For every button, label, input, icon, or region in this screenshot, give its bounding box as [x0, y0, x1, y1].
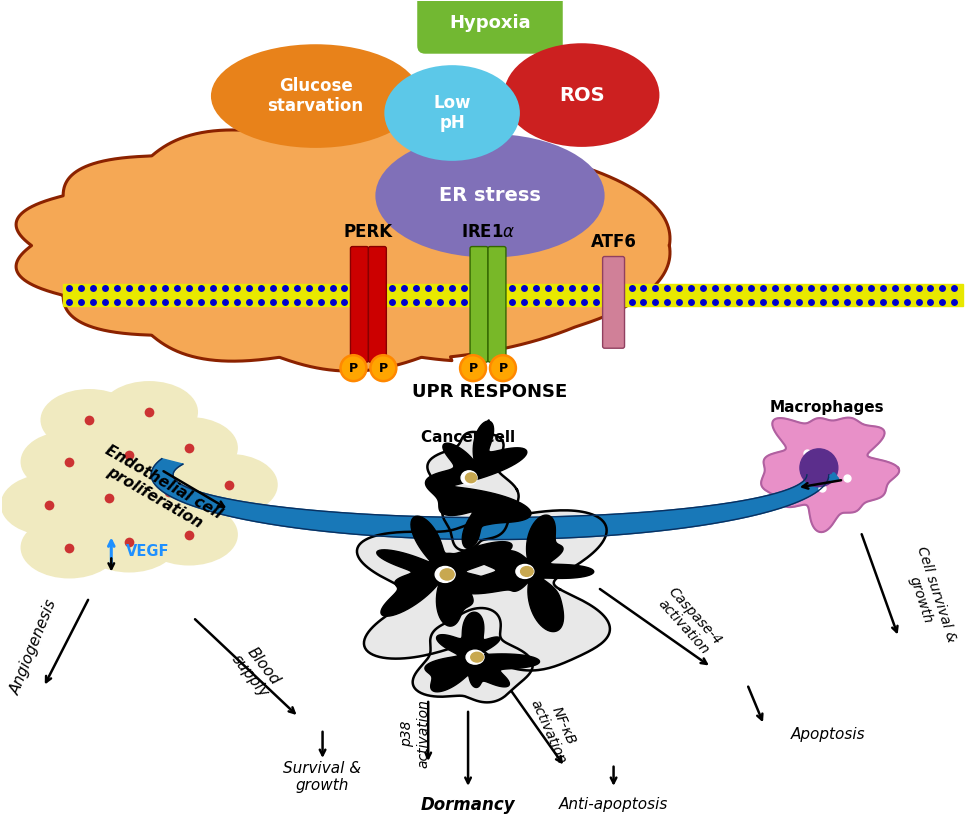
FancyBboxPatch shape — [350, 247, 368, 363]
Ellipse shape — [470, 653, 483, 662]
Text: VEGF: VEGF — [126, 544, 170, 559]
Text: ATF6: ATF6 — [590, 233, 636, 251]
FancyBboxPatch shape — [470, 247, 488, 363]
Polygon shape — [426, 421, 531, 548]
Ellipse shape — [435, 566, 455, 583]
Ellipse shape — [516, 565, 534, 579]
FancyBboxPatch shape — [368, 247, 386, 363]
Text: Apoptosis: Apoptosis — [791, 727, 866, 742]
Text: Blood
supply: Blood supply — [228, 641, 285, 701]
Circle shape — [341, 355, 366, 381]
Ellipse shape — [461, 471, 477, 485]
Text: NF-κB
activation: NF-κB activation — [528, 691, 584, 767]
Ellipse shape — [520, 566, 533, 576]
Text: p38
activation: p38 activation — [400, 700, 430, 769]
Circle shape — [371, 355, 396, 381]
Ellipse shape — [102, 382, 197, 442]
Ellipse shape — [385, 65, 520, 161]
Text: UPR RESPONSE: UPR RESPONSE — [413, 383, 568, 401]
Polygon shape — [425, 612, 540, 692]
Ellipse shape — [211, 44, 421, 148]
Ellipse shape — [376, 134, 604, 257]
Text: Survival &
growth: Survival & growth — [283, 760, 362, 793]
Text: IRE1$\alpha$: IRE1$\alpha$ — [461, 223, 515, 241]
Text: Anti-apoptosis: Anti-apoptosis — [559, 797, 669, 812]
FancyBboxPatch shape — [602, 256, 625, 349]
Text: Endothelial cell
proliferation: Endothelial cell proliferation — [94, 442, 224, 537]
Ellipse shape — [467, 650, 484, 664]
Text: PERK: PERK — [344, 223, 393, 241]
Ellipse shape — [800, 449, 837, 487]
Ellipse shape — [81, 511, 177, 571]
Polygon shape — [413, 608, 533, 702]
Polygon shape — [427, 432, 518, 551]
Polygon shape — [357, 510, 610, 671]
Ellipse shape — [42, 390, 138, 450]
FancyBboxPatch shape — [417, 0, 563, 53]
Text: P: P — [499, 362, 508, 375]
Circle shape — [490, 355, 516, 381]
Ellipse shape — [466, 473, 476, 483]
Circle shape — [460, 355, 486, 381]
Text: Dormancy: Dormancy — [421, 796, 515, 814]
Ellipse shape — [142, 505, 237, 565]
Text: Macrophages: Macrophages — [769, 400, 884, 415]
Text: ER stress: ER stress — [439, 187, 541, 206]
Text: Low
pH: Low pH — [433, 94, 470, 132]
Bar — [63, 284, 963, 307]
Text: P: P — [468, 362, 477, 375]
Ellipse shape — [142, 418, 237, 478]
Text: Angiogenesis: Angiogenesis — [8, 598, 60, 697]
Ellipse shape — [21, 432, 117, 492]
Polygon shape — [16, 120, 670, 372]
Polygon shape — [761, 418, 899, 532]
Ellipse shape — [21, 518, 117, 577]
Ellipse shape — [181, 455, 277, 515]
Text: ROS: ROS — [559, 85, 604, 104]
Ellipse shape — [61, 468, 157, 528]
Polygon shape — [151, 459, 829, 539]
Polygon shape — [460, 515, 593, 631]
FancyBboxPatch shape — [488, 247, 506, 363]
Text: Caspase-4
activation: Caspase-4 activation — [654, 584, 725, 658]
Ellipse shape — [2, 475, 98, 534]
Text: Glucose
starvation: Glucose starvation — [267, 76, 364, 115]
Ellipse shape — [440, 569, 454, 580]
Text: P: P — [348, 362, 358, 375]
Text: Cancer cell: Cancer cell — [421, 430, 515, 445]
Ellipse shape — [121, 462, 217, 522]
Ellipse shape — [81, 425, 177, 485]
Text: P: P — [379, 362, 387, 375]
Text: Hypoxia: Hypoxia — [449, 14, 531, 32]
Ellipse shape — [504, 44, 660, 147]
Polygon shape — [377, 516, 512, 626]
Text: Cell survival &
growth: Cell survival & growth — [899, 545, 958, 649]
